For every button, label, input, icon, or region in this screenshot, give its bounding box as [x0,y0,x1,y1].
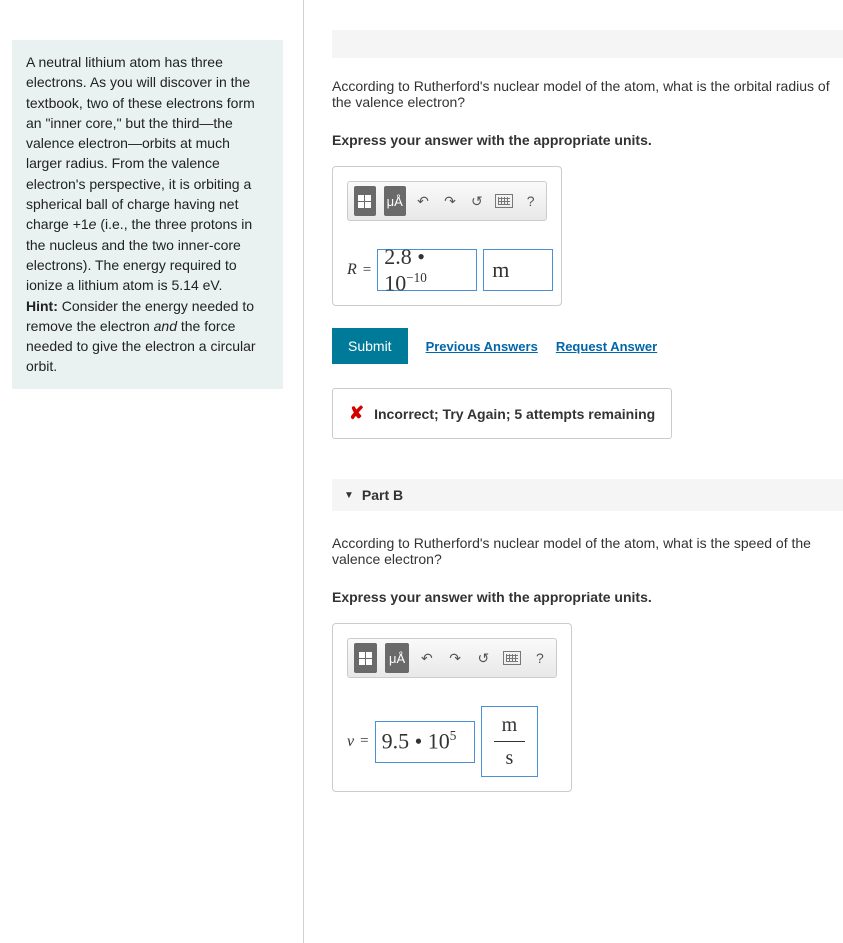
templates-button[interactable] [354,186,376,216]
feedback-box: ✘ Incorrect; Try Again; 5 attempts remai… [332,388,672,439]
help-button[interactable]: ? [521,188,540,214]
part-a-bar [332,30,843,58]
templates-button-b[interactable] [354,643,377,673]
part-b-question: According to Rutherford's nuclear model … [332,535,843,567]
request-answer-link[interactable]: Request Answer [556,339,657,354]
unit-input-r[interactable]: m [483,249,553,291]
redo-button-b[interactable]: ↷ [445,645,465,671]
part-b-label: Part B [362,487,403,503]
feedback-text: Incorrect; Try Again; 5 attempts remaini… [374,406,655,422]
vertical-divider [303,0,304,943]
value-input-r[interactable]: 2.8 • 10−10 [377,249,477,291]
value-input-v[interactable]: 9.5 • 105 [375,721,475,763]
main-content: According to Rutherford's nuclear model … [312,0,843,943]
part-a-toolbar: μÅ ↶ ↷ ↺ ? [347,181,547,221]
unit-numerator: m [494,713,526,742]
keyboard-button[interactable] [494,188,513,214]
part-b-answer-box: μÅ ↶ ↷ ↺ ? v = 9.5 • 105 m s [332,623,572,792]
reset-button[interactable]: ↺ [467,188,486,214]
part-a-instruction: Express your answer with the appropriate… [332,132,843,148]
part-b-header[interactable]: ▼ Part B [332,479,843,511]
undo-button-b[interactable]: ↶ [417,645,437,671]
part-a-answer-box: μÅ ↶ ↷ ↺ ? R = 2.8 • 10−10 m [332,166,562,306]
undo-button[interactable]: ↶ [414,188,433,214]
variable-v: v [347,733,354,751]
part-b-instruction: Express your answer with the appropriate… [332,589,843,605]
part-b-toolbar: μÅ ↶ ↷ ↺ ? [347,638,557,678]
units-button[interactable]: μÅ [384,186,406,216]
part-b-answer-row: v = 9.5 • 105 m s [347,706,557,777]
incorrect-icon: ✘ [349,403,364,424]
problem-hint: A neutral lithium atom has three electro… [12,40,283,389]
units-button-b[interactable]: μÅ [385,643,408,673]
equals-sign: = [363,262,371,279]
part-a-answer-row: R = 2.8 • 10−10 m [347,249,547,291]
keyboard-icon [495,194,513,208]
templates-icon [359,652,372,665]
reset-button-b[interactable]: ↺ [473,645,493,671]
help-button-b[interactable]: ? [530,645,550,671]
redo-button[interactable]: ↷ [440,188,459,214]
keyboard-icon [503,651,521,665]
unit-denominator: s [505,742,513,770]
keyboard-button-b[interactable] [502,645,522,671]
unit-input-v[interactable]: m s [481,706,539,777]
collapse-icon: ▼ [344,490,354,501]
sidebar: A neutral lithium atom has three electro… [0,0,295,943]
templates-icon [358,195,371,208]
submit-button[interactable]: Submit [332,328,408,364]
part-a-question: According to Rutherford's nuclear model … [332,78,843,110]
variable-r: R [347,261,357,279]
equals-sign: = [360,733,368,750]
part-a-submit-row: Submit Previous Answers Request Answer [332,328,843,364]
previous-answers-link[interactable]: Previous Answers [426,339,538,354]
